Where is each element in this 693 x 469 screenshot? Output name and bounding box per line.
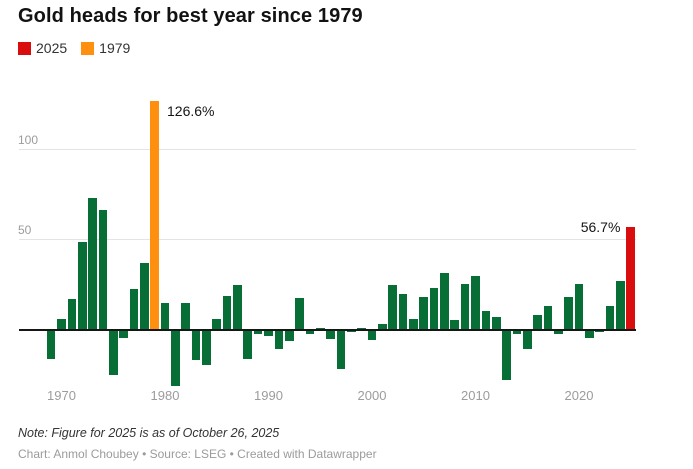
gridline-50	[19, 239, 636, 241]
bar-2010	[471, 276, 480, 330]
bar-1988	[243, 330, 253, 359]
legend-swatch-2025-icon	[18, 41, 31, 55]
bar-1980	[160, 303, 170, 330]
bar-2025	[626, 227, 636, 330]
bar-1993	[295, 298, 304, 330]
x-axis-label-1980: 1980	[150, 388, 180, 403]
bar-2002	[388, 284, 398, 330]
bar-1987	[233, 285, 242, 330]
bar-2022	[595, 330, 605, 332]
bar-1990	[264, 330, 273, 337]
bar-2008	[450, 319, 460, 330]
x-axis-label-1990: 1990	[254, 388, 283, 403]
bar-1974	[98, 210, 108, 330]
bar-2015	[522, 330, 532, 350]
bar-1975	[108, 330, 118, 376]
bar-1969	[46, 330, 56, 360]
bar-2018	[553, 330, 563, 334]
y-axis-label-50: 50	[18, 223, 32, 238]
bar-2012	[491, 317, 501, 330]
zero-axis-line	[19, 328, 636, 331]
gridline-100	[19, 149, 636, 150]
bar-1979	[150, 100, 159, 330]
legend-item-1979: 1979	[81, 40, 130, 56]
bar-1998	[346, 330, 356, 332]
bar-1989	[253, 330, 263, 335]
bar-1984	[202, 330, 211, 366]
bar-1996	[326, 330, 335, 339]
bar-1983	[191, 330, 201, 360]
bar-2009	[460, 284, 470, 330]
x-axis-label-2000: 2000	[357, 388, 387, 403]
bar-2013	[502, 330, 511, 380]
bar-1977	[129, 288, 139, 330]
bar-2024	[616, 281, 625, 330]
bar-2019	[564, 297, 573, 330]
y-axis-label-100: 100	[18, 133, 39, 147]
chart-title: Gold heads for best year since 1979	[18, 5, 363, 27]
bar-2020	[574, 284, 584, 330]
bar-2016	[533, 314, 542, 330]
credits: Chart: Anmol Choubey • Source: LSEG • Cr…	[18, 447, 377, 461]
legend-label-2025: 2025	[36, 40, 68, 56]
bar-2023	[605, 306, 615, 330]
bar-2021	[585, 330, 594, 338]
bar-1973	[88, 198, 97, 330]
bar-2014	[512, 330, 522, 335]
bar-value-label-2025: 56.7%	[580, 219, 621, 236]
bar-2017	[543, 306, 553, 330]
legend-item-2025: 2025	[18, 40, 67, 56]
bar-1985	[212, 318, 222, 330]
bar-2007	[440, 273, 449, 330]
bar-2003	[398, 293, 408, 330]
footnote: Note: Figure for 2025 is as of October 2…	[18, 426, 280, 440]
x-axis-label-2010: 2010	[461, 388, 490, 403]
bar-2006	[429, 288, 439, 330]
x-axis-label-2020: 2020	[564, 388, 594, 403]
bar-1982	[181, 302, 191, 330]
bar-2001	[378, 324, 387, 330]
bar-2011	[481, 311, 491, 330]
bar-1991	[274, 330, 284, 349]
bar-1972	[77, 241, 87, 330]
bar-2000	[367, 330, 377, 341]
bar-1986	[222, 296, 232, 330]
bar-1971	[67, 299, 77, 330]
bar-1976	[119, 330, 128, 338]
bar-value-label-1979: 126.6%	[167, 102, 215, 119]
legend-swatch-1979-icon	[81, 41, 95, 55]
bar-1970	[57, 318, 66, 330]
x-axis-label-1970: 1970	[47, 388, 76, 403]
bar-1997	[336, 330, 346, 369]
legend-label-1979: 1979	[99, 40, 131, 56]
bar-1992	[284, 330, 294, 341]
legend: 2025 1979	[18, 40, 130, 56]
bar-1994	[305, 330, 315, 335]
bar-2005	[419, 297, 429, 330]
bar-1978	[139, 262, 149, 330]
bar-1981	[171, 330, 180, 386]
bar-2004	[409, 319, 418, 330]
